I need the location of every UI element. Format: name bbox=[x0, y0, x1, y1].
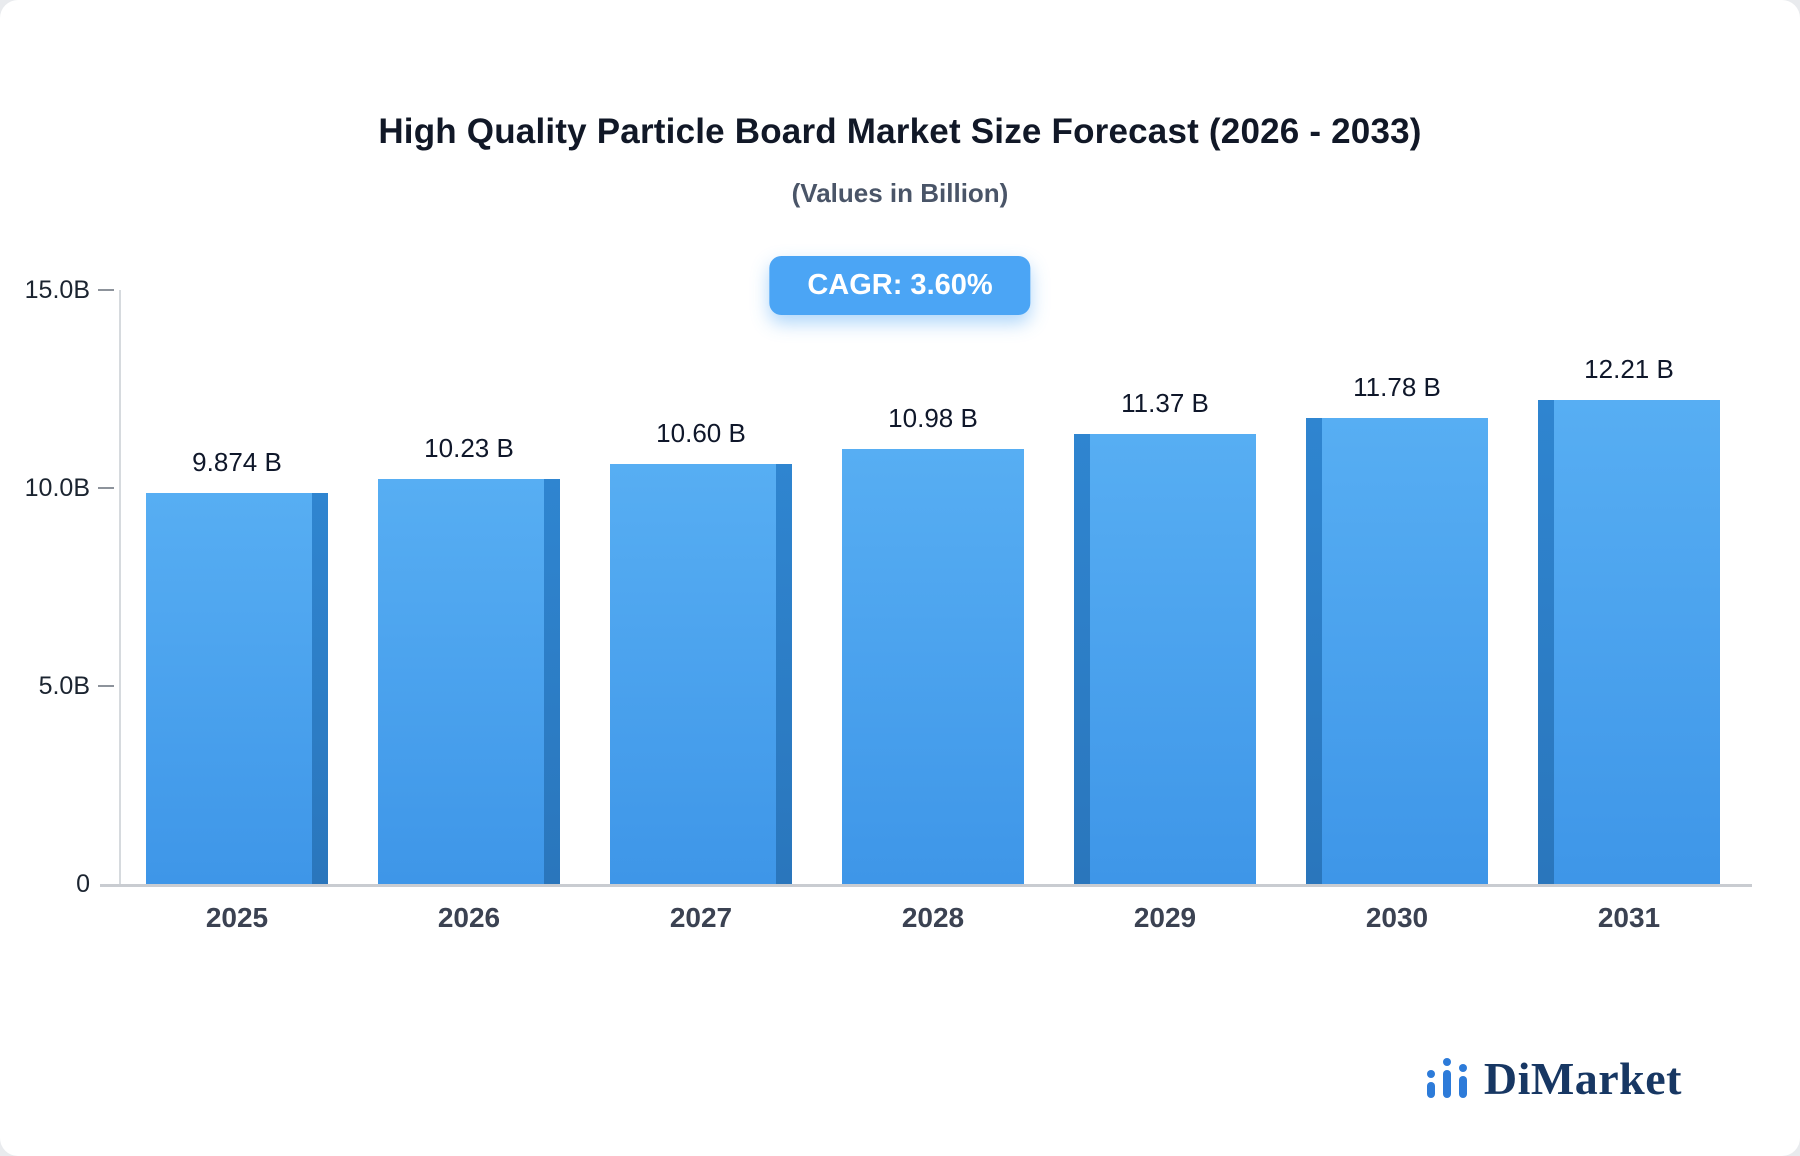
y-tick-mark bbox=[98, 487, 114, 489]
chart-subtitle: (Values in Billion) bbox=[791, 178, 1009, 208]
bar bbox=[1074, 433, 1256, 884]
bar-side-face bbox=[544, 478, 560, 884]
bar bbox=[146, 492, 328, 884]
bar-value-label: 10.23 B bbox=[424, 432, 514, 463]
chart-title: High Quality Particle Board Market Size … bbox=[378, 112, 1422, 151]
y-axis-line bbox=[119, 290, 121, 886]
mini-bar-chart-icon bbox=[1423, 1055, 1471, 1103]
brand-name: DiMarket bbox=[1483, 1053, 1682, 1104]
y-tick-mark bbox=[98, 289, 114, 291]
bar-value-label: 9.874 B bbox=[192, 446, 282, 477]
x-axis-label: 2026 bbox=[437, 902, 501, 933]
bar bbox=[378, 478, 560, 884]
x-axis-label: 2025 bbox=[205, 902, 269, 933]
bar-side-face bbox=[1538, 400, 1554, 884]
x-axis-line bbox=[100, 884, 1752, 887]
bar-value-label: 11.78 B bbox=[1353, 371, 1441, 402]
x-axis-label: 2030 bbox=[1365, 902, 1429, 933]
bar bbox=[1306, 417, 1488, 884]
y-tick-label: 15.0B bbox=[24, 276, 90, 304]
bar bbox=[1538, 400, 1720, 884]
cagr-badge: CAGR: 3.60% bbox=[769, 256, 1031, 315]
x-axis-label: 2028 bbox=[901, 902, 965, 933]
bar-value-label: 11.37 B bbox=[1121, 387, 1209, 418]
y-tick-label: 10.0B bbox=[24, 474, 90, 502]
x-axis-label: 2031 bbox=[1597, 902, 1661, 933]
bar bbox=[610, 464, 792, 884]
bar-side-face bbox=[1074, 433, 1090, 884]
x-axis-label: 2027 bbox=[669, 902, 733, 933]
y-tick-label: 0 bbox=[76, 870, 90, 898]
bar-side-face bbox=[776, 464, 792, 884]
x-axis-label: 2029 bbox=[1133, 902, 1197, 933]
bar bbox=[842, 449, 1024, 884]
bar-value-label: 12.21 B bbox=[1584, 354, 1674, 385]
brand-logo: DiMarket bbox=[1423, 1052, 1682, 1105]
y-tick-mark bbox=[98, 685, 114, 687]
bar-side-face bbox=[312, 492, 328, 884]
bar-value-label: 10.98 B bbox=[888, 403, 978, 434]
bar-value-label: 10.60 B bbox=[656, 418, 746, 449]
bar-side-face bbox=[1306, 417, 1322, 884]
y-tick-label: 5.0B bbox=[38, 672, 90, 700]
